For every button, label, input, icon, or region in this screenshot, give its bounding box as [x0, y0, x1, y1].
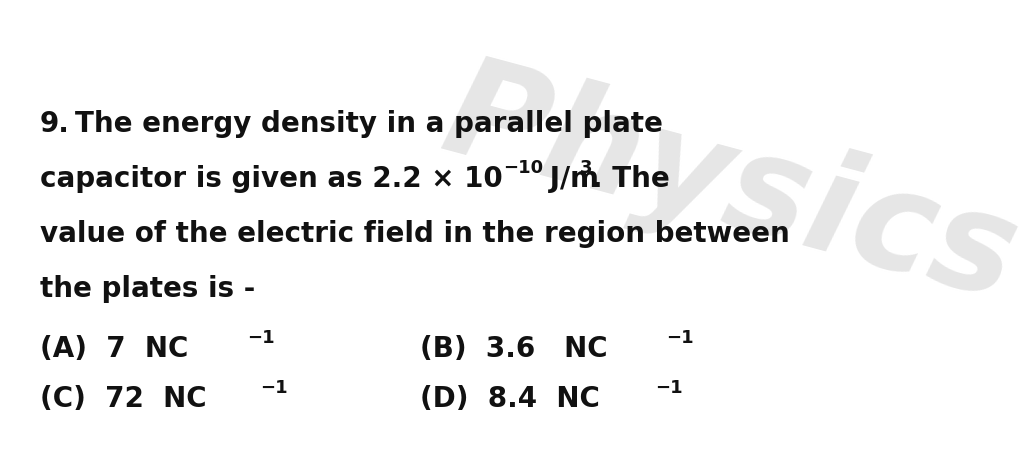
- Text: Physics: Physics: [429, 45, 1024, 329]
- Text: −1: −1: [247, 329, 274, 347]
- Text: The energy density in a parallel plate: The energy density in a parallel plate: [75, 110, 663, 138]
- Text: . The: . The: [592, 165, 670, 193]
- Text: 9.: 9.: [40, 110, 70, 138]
- Text: −10: −10: [503, 159, 543, 177]
- Text: −1: −1: [260, 379, 288, 397]
- Text: (A)  7  NC: (A) 7 NC: [40, 335, 188, 363]
- Text: (C)  72  NC: (C) 72 NC: [40, 385, 207, 413]
- Text: −1: −1: [666, 329, 693, 347]
- Text: (B)  3.6   NC: (B) 3.6 NC: [420, 335, 607, 363]
- Text: capacitor is given as 2.2 × 10: capacitor is given as 2.2 × 10: [40, 165, 503, 193]
- Text: 3: 3: [580, 159, 593, 177]
- Text: (D)  8.4  NC: (D) 8.4 NC: [420, 385, 600, 413]
- Text: the plates is -: the plates is -: [40, 275, 255, 303]
- Text: −1: −1: [655, 379, 683, 397]
- Text: value of the electric field in the region between: value of the electric field in the regio…: [40, 220, 790, 248]
- Text: J/m: J/m: [540, 165, 599, 193]
